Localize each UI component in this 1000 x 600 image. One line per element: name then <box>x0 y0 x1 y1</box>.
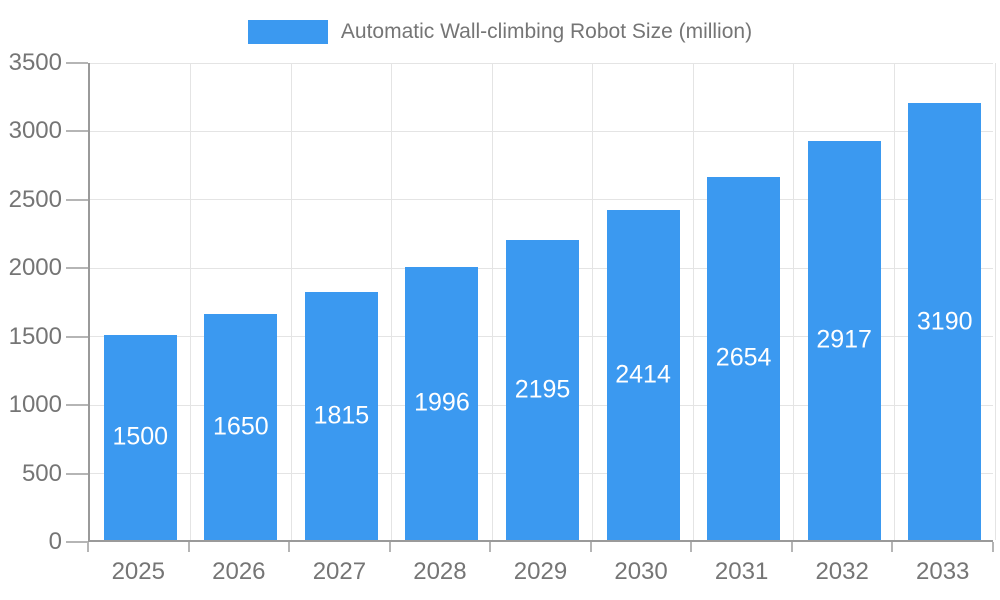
bar-value-label: 1996 <box>414 388 470 417</box>
bar[interactable]: 2195 <box>506 239 579 540</box>
bar-value-label: 2195 <box>514 375 571 404</box>
x-gridline <box>692 63 694 540</box>
bar[interactable]: 1500 <box>103 334 177 540</box>
y-tick-label: 1500 <box>8 322 62 350</box>
bar[interactable]: 2414 <box>606 209 680 540</box>
y-axis-tick <box>66 404 88 407</box>
y-axis-tick <box>66 62 88 64</box>
x-axis-tick <box>891 542 894 552</box>
bar-value-label: 2917 <box>816 325 872 354</box>
x-tick-label: 2028 <box>413 558 467 585</box>
y-tick-label: 0 <box>48 528 62 555</box>
bar[interactable]: 2654 <box>707 176 781 540</box>
bar-value-label: 1650 <box>213 412 269 441</box>
y-axis-tick <box>66 130 88 133</box>
bar-value-label: 1500 <box>112 422 169 451</box>
bar[interactable]: 3190 <box>908 103 982 540</box>
plot-area: 1500 1650 1815 1996 2195 2414 2654 2917 3190 <box>88 62 996 542</box>
x-gridline <box>190 63 192 540</box>
x-axis-tick <box>87 542 89 552</box>
y-gridline <box>90 62 993 64</box>
x-axis-tick <box>187 542 190 552</box>
legend-swatch <box>247 20 328 44</box>
x-tick-label: 2032 <box>815 558 869 585</box>
x-axis-tick <box>288 542 291 552</box>
y-tick-label: 2500 <box>8 185 62 213</box>
legend[interactable]: Automatic Wall-climbing Robot Size (mill… <box>0 20 1000 44</box>
x-tick-label: 2030 <box>614 558 668 585</box>
bar[interactable]: 1996 <box>405 266 479 540</box>
x-gridline <box>994 63 996 540</box>
bar[interactable]: 1650 <box>204 314 278 540</box>
x-tick-label: 2027 <box>312 558 367 585</box>
y-tick-label: 1000 <box>8 391 62 419</box>
y-axis-tick <box>66 198 88 201</box>
y-tick-label: 3000 <box>8 117 62 145</box>
x-tick-label: 2025 <box>111 558 165 585</box>
y-tick-label: 500 <box>21 459 62 487</box>
bar-value-label: 2654 <box>715 343 772 372</box>
x-tick-label: 2031 <box>714 558 769 585</box>
x-axis-tick <box>388 542 391 552</box>
y-axis-tick <box>66 335 88 338</box>
bar-value-label: 1815 <box>313 401 370 430</box>
x-gridline <box>893 63 895 540</box>
x-axis-tick <box>489 542 492 552</box>
y-gridline <box>90 199 993 201</box>
bar-value-label: 2414 <box>615 360 671 389</box>
x-axis-tick <box>790 542 793 552</box>
y-gridline <box>90 130 993 132</box>
bar-value-label: 3190 <box>916 307 973 336</box>
y-axis-tick <box>66 472 88 475</box>
x-gridline <box>793 63 795 540</box>
x-axis-tick <box>992 542 994 552</box>
x-tick-label: 2026 <box>212 558 266 585</box>
y-axis-tick <box>66 267 88 270</box>
x-gridline <box>391 63 393 540</box>
x-axis-tick <box>589 542 592 552</box>
bar[interactable]: 1815 <box>304 291 378 540</box>
y-axis-tick <box>66 541 88 543</box>
x-gridline <box>491 63 493 540</box>
legend-label: Automatic Wall-climbing Robot Size (mill… <box>340 20 753 43</box>
x-gridline <box>290 63 292 540</box>
x-gridline <box>592 63 594 540</box>
y-tick-label: 3500 <box>8 49 62 76</box>
x-tick-label: 2033 <box>916 558 970 585</box>
bar[interactable]: 2917 <box>807 140 881 540</box>
y-tick-label: 2000 <box>8 254 62 282</box>
x-axis-tick <box>690 542 693 552</box>
x-tick-label: 2029 <box>513 558 568 585</box>
